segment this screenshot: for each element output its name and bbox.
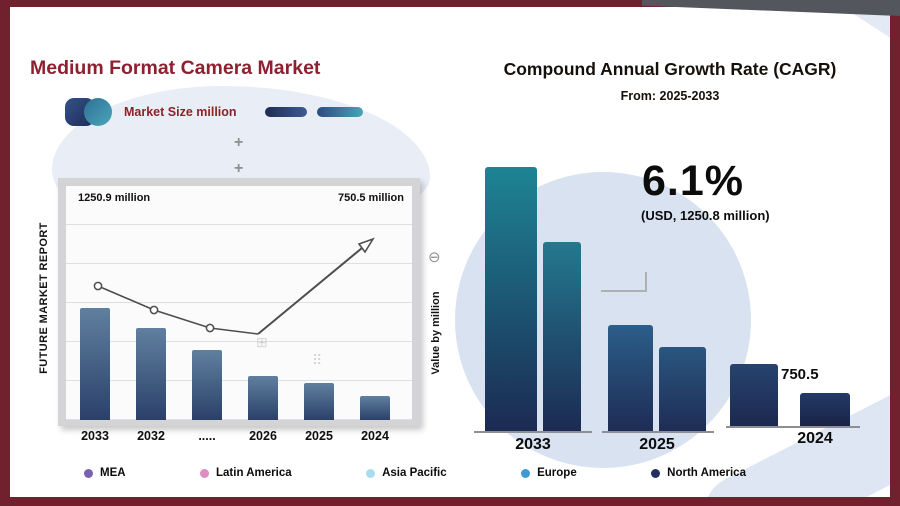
frame-right-border	[890, 0, 900, 506]
frame-left-border	[0, 0, 10, 506]
right-bar-2025-primary	[608, 325, 653, 432]
legend-item-mea: MEA	[84, 467, 126, 479]
region-legend: MEA Latin America Asia Pacific Europe North …	[84, 463, 746, 483]
market-size-legend: Market Size million	[64, 94, 363, 130]
frame-bottom-border	[0, 497, 900, 506]
frame-top-border	[0, 0, 900, 7]
right-chart-bars	[470, 150, 870, 432]
right-axis-label-2025: 2025	[639, 436, 675, 453]
legend-label: North America	[667, 467, 746, 479]
future-market-report-label: FUTURE MARKET REPORT	[38, 222, 50, 374]
right-bar-2024-primary	[730, 364, 778, 426]
market-size-legend-label: Market Size million	[124, 105, 237, 119]
step-bracket-line	[601, 290, 647, 292]
legend-dot-icon	[84, 468, 93, 478]
left-bar-2024	[360, 396, 390, 420]
left-axis-label-2025: 2025	[305, 429, 333, 443]
cube-watermark-icon: ⊞	[256, 334, 268, 350]
legend-dot-icon	[521, 468, 531, 478]
right-bar-2024-secondary	[800, 393, 850, 426]
right-chart-subtitle: From: 2025-2033	[620, 89, 720, 103]
left-axis-label-2026: 2026	[249, 429, 277, 443]
left-axis-label-2032: 2032	[137, 429, 165, 443]
value-label-2024: 750.5	[781, 366, 819, 383]
left-chart-min-annotation: 750.5 million	[337, 192, 404, 204]
left-axis-label-2024: 2024	[361, 429, 389, 443]
navy-pill-icon	[264, 107, 307, 117]
plus-decoration-icon: +	[234, 134, 244, 151]
left-axis-label-.....: .....	[198, 429, 216, 443]
legend-label: Europe	[537, 467, 577, 479]
legend-label: Latin America	[216, 467, 292, 479]
left-bar-2033	[80, 308, 110, 420]
step-bracket-line	[645, 272, 647, 292]
right-axis-label-2033: 2033	[515, 436, 551, 453]
left-bar-2026	[248, 376, 278, 420]
trend-arrow	[93, 237, 375, 335]
corner-gray-band	[642, 0, 900, 16]
value-by-million-label: Value by million	[430, 291, 442, 375]
legend-label: MEA	[100, 467, 126, 479]
left-chart-plot: 1250.9 million 750.5 million ⊞ ⠿	[66, 186, 412, 420]
right-bar-2033-primary	[485, 167, 537, 432]
right-chart-x-axis: 2033 2025 2024	[470, 430, 870, 458]
legend-dot-icon	[651, 468, 661, 478]
left-bar-.....	[192, 350, 222, 420]
plus-decoration-icon: +	[234, 160, 244, 177]
circle-minus-icon: ⊖	[428, 249, 441, 266]
left-chart-bars	[80, 308, 390, 420]
right-chart-title: Compound Annual Growth Rate (CAGR)	[503, 59, 837, 79]
cagr-value: 6.1%	[642, 157, 745, 205]
legend-dot-icon	[200, 468, 209, 478]
right-axis-label-2024: 2024	[797, 430, 833, 447]
right-axis-line-2033	[474, 431, 592, 433]
right-bar-2025-secondary	[659, 347, 706, 432]
left-chart-max-annotation: 1250.9 million	[78, 192, 151, 204]
legend-item-asia-pacific: Asia Pacific	[366, 467, 447, 479]
database-icon	[64, 96, 114, 128]
right-axis-line-2025	[602, 431, 714, 433]
legend-item-latin-america: Latin America	[200, 467, 292, 479]
right-axis-line-2024	[726, 426, 860, 428]
left-chart-panel: 1250.9 million 750.5 million ⊞ ⠿	[58, 178, 420, 426]
legend-dot-icon	[366, 468, 376, 478]
left-axis-label-2033: 2033	[81, 429, 109, 443]
left-chart-x-axis: 2033 2032..... 2026 2025 2024	[73, 429, 397, 443]
right-bar-2033-secondary	[543, 242, 581, 432]
left-chart-title: Medium Format Camera Market	[30, 57, 321, 79]
dots-watermark-icon: ⠿	[312, 352, 323, 368]
left-bar-2025	[304, 383, 334, 420]
cagr-note: (USD, 1250.8 million)	[641, 208, 770, 223]
legend-item-europe: Europe	[521, 467, 577, 479]
legend-label: Asia Pacific	[382, 467, 447, 479]
legend-item-north-america: North America	[651, 467, 746, 479]
teal-pill-icon	[316, 107, 363, 117]
left-bar-2032	[136, 328, 166, 420]
